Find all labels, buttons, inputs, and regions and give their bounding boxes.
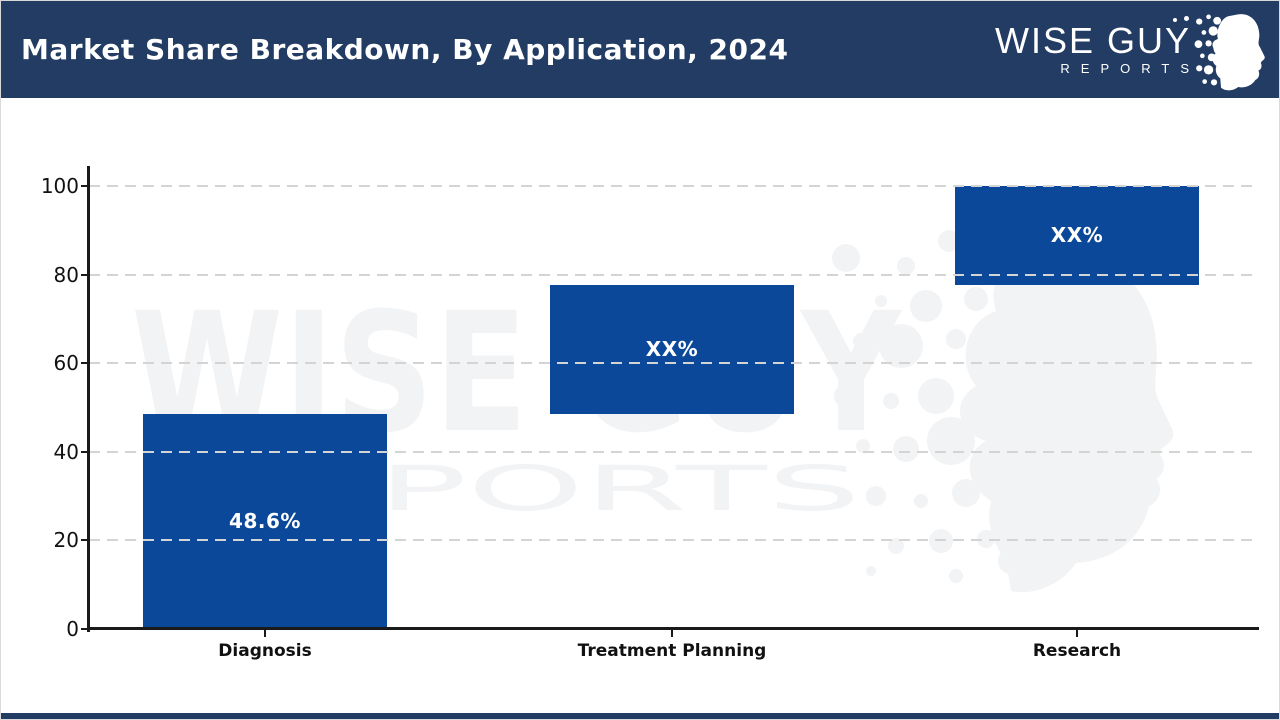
x-axis-label: Treatment Planning xyxy=(577,641,767,661)
y-axis-line xyxy=(87,166,90,632)
bar-value-label: 48.6% xyxy=(229,509,301,534)
bar-value-label: XX% xyxy=(645,337,699,362)
brand-logo: WISE GUY REPORTS xyxy=(995,7,1267,93)
gridline xyxy=(89,539,1259,542)
bar-segment: XX% xyxy=(955,186,1199,285)
header-bar: Market Share Breakdown, By Application, … xyxy=(1,1,1279,98)
y-tick-label: 100 xyxy=(40,174,79,198)
logo-dot xyxy=(1184,16,1189,21)
bar-value-label: XX% xyxy=(1050,223,1104,248)
x-tick-mark xyxy=(671,629,673,637)
y-tick-mark xyxy=(81,185,89,187)
chart-area: WISE GUY REPORTS xyxy=(1,98,1279,715)
page-title: Market Share Breakdown, By Application, … xyxy=(21,33,789,66)
y-tick-mark xyxy=(81,362,89,365)
y-tick-mark xyxy=(81,628,89,630)
y-tick-label: 80 xyxy=(53,262,79,287)
x-tick-mark xyxy=(1076,629,1078,637)
y-tick-mark xyxy=(81,273,89,276)
x-axis-label: Research xyxy=(1032,641,1122,661)
footer-bar xyxy=(1,713,1279,719)
x-axis-label: Diagnosis xyxy=(218,641,312,661)
y-tick-mark xyxy=(81,450,89,453)
y-tick-label: 0 xyxy=(66,617,79,641)
y-tick-label: 60 xyxy=(53,351,79,376)
y-tick-mark xyxy=(81,539,89,542)
y-tick-label: 20 xyxy=(53,528,79,553)
bar-segment: 48.6% xyxy=(143,413,387,629)
x-axis-line xyxy=(87,627,1259,630)
gridline xyxy=(89,450,1259,453)
gridline xyxy=(89,362,1259,365)
gridline xyxy=(89,185,1259,187)
logo-dot xyxy=(1173,18,1177,22)
x-tick-mark xyxy=(264,629,266,637)
brand-subtitle: REPORTS xyxy=(1060,61,1200,76)
brand-logo-text: WISE GUY REPORTS xyxy=(994,16,1191,76)
wise-guy-head-icon xyxy=(1194,13,1265,90)
y-tick-label: 40 xyxy=(53,439,79,464)
bar-segment: XX% xyxy=(550,284,794,414)
gridline xyxy=(89,273,1259,276)
brand-name: WISE GUY xyxy=(994,20,1191,61)
